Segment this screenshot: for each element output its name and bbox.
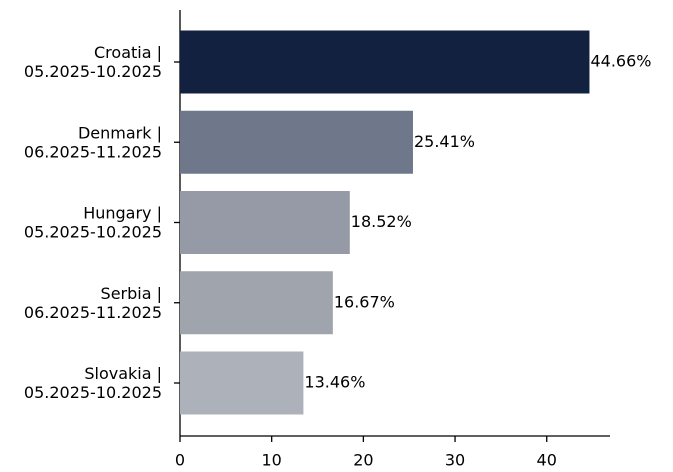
y-tick-label: Croatia | 05.2025-10.2025 (24, 43, 162, 81)
x-tick-label: 40 (537, 451, 557, 470)
bar (180, 110, 413, 174)
x-tick-label: 10 (262, 451, 282, 470)
y-tick-label: Slovakia | 05.2025-10.2025 (24, 364, 162, 402)
y-tick-label-line: Croatia | (94, 43, 162, 62)
y-tick-label-line: Hungary | (83, 203, 162, 222)
y-tick-label-line: Serbia | (101, 283, 162, 302)
bar (180, 30, 590, 94)
bar (180, 271, 333, 335)
x-tick-label: 0 (175, 451, 185, 470)
bar (180, 191, 350, 254)
y-tick-label-line: 06.2025-11.2025 (24, 302, 162, 321)
y-tick-label-line: Slovakia | (84, 364, 162, 383)
y-tick-label-line: 05.2025-10.2025 (24, 222, 162, 241)
y-tick-label-line: 05.2025-10.2025 (24, 383, 162, 402)
x-tick-label: 30 (445, 451, 465, 470)
y-tick-label-line: 05.2025-10.2025 (24, 62, 162, 81)
value-label: 13.46% (304, 373, 365, 392)
value-label: 44.66% (590, 52, 651, 71)
x-tick-label: 20 (353, 451, 373, 470)
y-tick-label: Serbia | 06.2025-11.2025 (24, 283, 162, 321)
y-tick-label: Hungary | 05.2025-10.2025 (24, 203, 162, 241)
bar (180, 351, 304, 415)
y-tick-label-line: Denmark | (78, 123, 162, 142)
value-label: 18.52% (351, 212, 412, 231)
value-label: 25.41% (414, 132, 475, 151)
y-tick-label-line: 06.2025-11.2025 (24, 142, 162, 161)
y-tick-label: Denmark | 06.2025-11.2025 (24, 123, 162, 161)
value-label: 16.67% (334, 292, 395, 311)
